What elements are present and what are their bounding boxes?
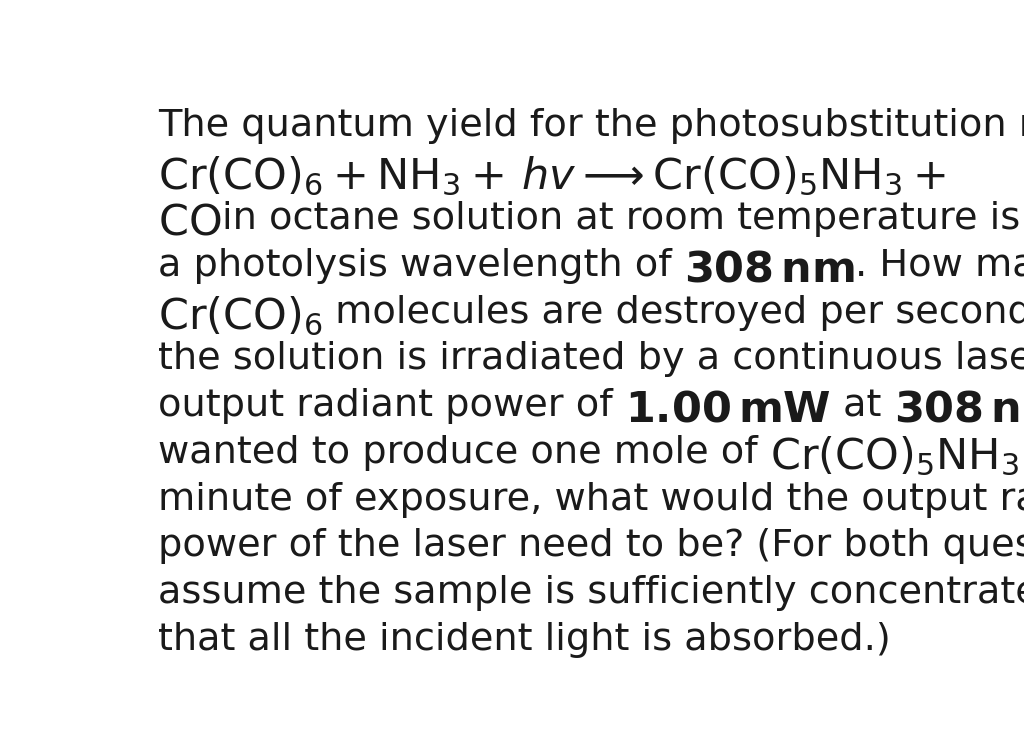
Text: $\mathrm{Cr(CO)_{6} + NH_{3} +}\, hv \longrightarrow \mathrm{Cr(CO)_{5}NH_{3} +}: $\mathrm{Cr(CO)_{6} + NH_{3} +}\, hv \lo… <box>158 154 945 198</box>
Text: $\mathbf{308\,nm}$: $\mathbf{308\,nm}$ <box>894 388 1024 430</box>
Text: output radiant power of: output radiant power of <box>158 388 625 424</box>
Text: a photolysis wavelength of: a photolysis wavelength of <box>158 248 684 284</box>
Text: that all the incident light is absorbed.): that all the incident light is absorbed.… <box>158 622 891 658</box>
Text: . How many: . How many <box>855 248 1024 284</box>
Text: at: at <box>831 388 894 424</box>
Text: per: per <box>1020 435 1024 471</box>
Text: in octane solution at room temperature is 0.71 for: in octane solution at room temperature i… <box>221 201 1024 237</box>
Text: $\mathrm{Cr(CO)_{6}}$: $\mathrm{Cr(CO)_{6}}$ <box>158 295 323 338</box>
Text: $\mathbf{308\,nm}$: $\mathbf{308\,nm}$ <box>684 248 855 290</box>
Text: power of the laser need to be? (For both questions,: power of the laser need to be? (For both… <box>158 528 1024 564</box>
Text: The quantum yield for the photosubstitution reaction: The quantum yield for the photosubstitut… <box>158 108 1024 144</box>
Text: minute of exposure, what would the output radiant: minute of exposure, what would the outpu… <box>158 481 1024 517</box>
Text: the solution is irradiated by a continuous laser with an: the solution is irradiated by a continuo… <box>158 342 1024 378</box>
Text: $\mathrm{CO}$: $\mathrm{CO}$ <box>158 201 221 243</box>
Text: $\mathrm{Cr(CO)_{5}NH_{3}}$: $\mathrm{Cr(CO)_{5}NH_{3}}$ <box>770 435 1020 478</box>
Text: wanted to produce one mole of: wanted to produce one mole of <box>158 435 770 471</box>
Text: assume the sample is sufficiently concentrated so: assume the sample is sufficiently concen… <box>158 575 1024 611</box>
Text: $\mathbf{1.00\,mW}$: $\mathbf{1.00\,mW}$ <box>625 388 831 430</box>
Text: molecules are destroyed per second when: molecules are destroyed per second when <box>323 295 1024 331</box>
